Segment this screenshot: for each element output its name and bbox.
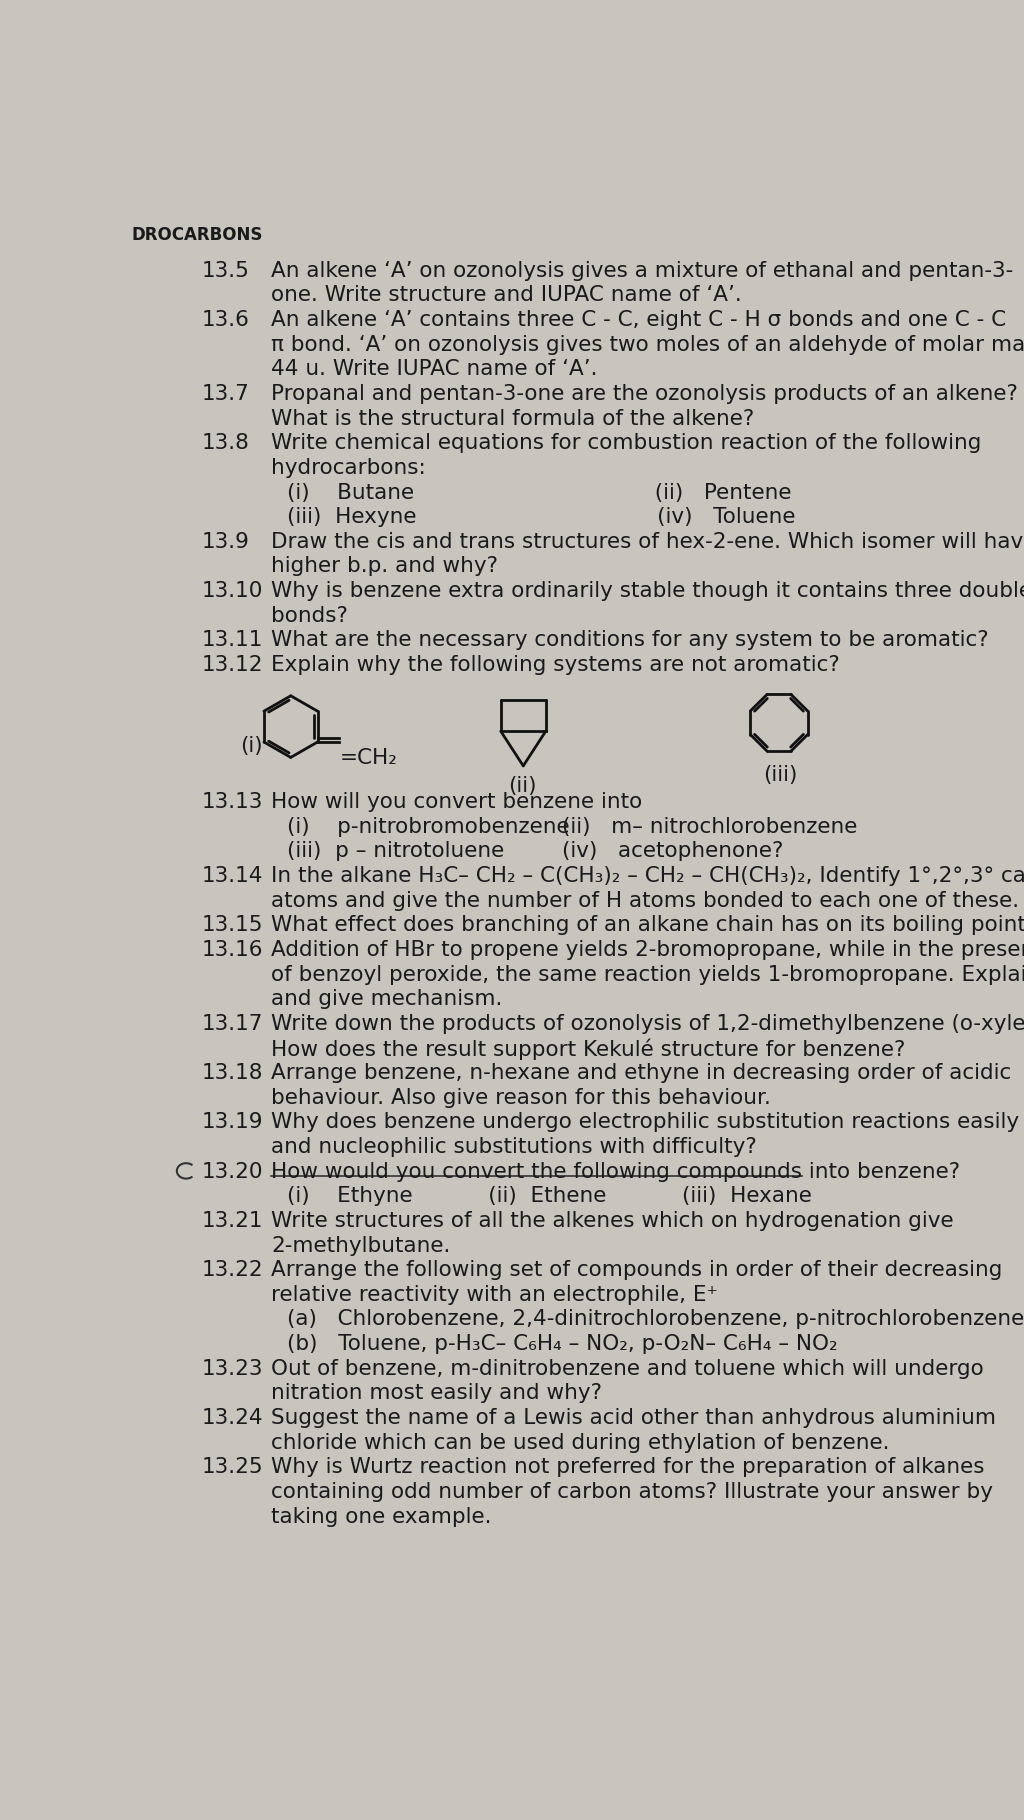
Text: 13.13: 13.13	[202, 792, 263, 812]
Text: (ii)   m– nitrochlorobenzene: (ii) m– nitrochlorobenzene	[562, 817, 857, 837]
Text: 13.18: 13.18	[202, 1063, 263, 1083]
Text: Why is Wurtz reaction not preferred for the preparation of alkanes: Why is Wurtz reaction not preferred for …	[271, 1458, 985, 1478]
Text: 13.5: 13.5	[202, 260, 250, 280]
Text: 13.20: 13.20	[202, 1161, 263, 1181]
Text: 13.17: 13.17	[202, 1014, 263, 1034]
Text: (ii): (ii)	[508, 775, 537, 795]
Text: chloride which can be used during ethylation of benzene.: chloride which can be used during ethyla…	[271, 1432, 890, 1452]
Text: behaviour. Also give reason for this behaviour.: behaviour. Also give reason for this beh…	[271, 1088, 771, 1108]
Text: An alkene ‘A’ on ozonolysis gives a mixture of ethanal and pentan-3-: An alkene ‘A’ on ozonolysis gives a mixt…	[271, 260, 1014, 280]
Text: (i)    Ethyne           (ii)  Ethene           (iii)  Hexane: (i) Ethyne (ii) Ethene (iii) Hexane	[287, 1187, 812, 1207]
Text: (i)    Butane                                   (ii)   Pentene: (i) Butane (ii) Pentene	[287, 482, 792, 502]
Text: higher b.p. and why?: higher b.p. and why?	[271, 557, 499, 577]
Text: atoms and give the number of H atoms bonded to each one of these.: atoms and give the number of H atoms bon…	[271, 890, 1020, 910]
Text: (a)   Chlorobenzene, 2,4-dinitrochlorobenzene, p-nitrochlorobenzene: (a) Chlorobenzene, 2,4-dinitrochlorobenz…	[287, 1310, 1024, 1329]
Text: 13.8: 13.8	[202, 433, 250, 453]
Text: and give mechanism.: and give mechanism.	[271, 990, 503, 1008]
Text: Arrange benzene, n-hexane and ethyne in decreasing order of acidic: Arrange benzene, n-hexane and ethyne in …	[271, 1063, 1012, 1083]
Text: 13.24: 13.24	[202, 1409, 263, 1429]
Text: What is the structural formula of the alkene?: What is the structural formula of the al…	[271, 410, 755, 428]
Text: What effect does branching of an alkane chain has on its boiling point?: What effect does branching of an alkane …	[271, 915, 1024, 935]
Text: (iii)  p – nitrotoluene: (iii) p – nitrotoluene	[287, 841, 504, 861]
Text: Suggest the name of a Lewis acid other than anhydrous aluminium: Suggest the name of a Lewis acid other t…	[271, 1409, 996, 1429]
Text: 13.9: 13.9	[202, 531, 250, 551]
Text: and nucleophilic substitutions with difficulty?: and nucleophilic substitutions with diff…	[271, 1138, 757, 1158]
Text: How would you convert the following compounds into benzene?: How would you convert the following comp…	[271, 1161, 961, 1181]
Text: 13.10: 13.10	[202, 581, 263, 601]
Text: 13.16: 13.16	[202, 939, 263, 959]
Text: Why is benzene extra ordinarily stable though it contains three double: Why is benzene extra ordinarily stable t…	[271, 581, 1024, 601]
Text: How will you convert benzene into: How will you convert benzene into	[271, 792, 643, 812]
Text: (i): (i)	[241, 735, 263, 755]
Text: 13.12: 13.12	[202, 655, 263, 675]
Text: relative reactivity with an electrophile, E⁺: relative reactivity with an electrophile…	[271, 1285, 718, 1305]
Text: (iii)  Hexyne                                   (iv)   Toluene: (iii) Hexyne (iv) Toluene	[287, 508, 796, 528]
Text: Write chemical equations for combustion reaction of the following: Write chemical equations for combustion …	[271, 433, 982, 453]
Text: 13.14: 13.14	[202, 866, 263, 886]
Text: Write structures of all the alkenes which on hydrogenation give: Write structures of all the alkenes whic…	[271, 1210, 954, 1230]
Text: An alkene ‘A’ contains three C - C, eight C - H σ bonds and one C - C: An alkene ‘A’ contains three C - C, eigh…	[271, 309, 1007, 329]
Text: 13.7: 13.7	[202, 384, 250, 404]
Text: 44 u. Write IUPAC name of ‘A’.: 44 u. Write IUPAC name of ‘A’.	[271, 359, 598, 379]
Text: 13.15: 13.15	[202, 915, 263, 935]
Text: Arrange the following set of compounds in order of their decreasing: Arrange the following set of compounds i…	[271, 1259, 1002, 1279]
Text: Write down the products of ozonolysis of 1,2-dimethylbenzene (o-xylene).: Write down the products of ozonolysis of…	[271, 1014, 1024, 1034]
Text: taking one example.: taking one example.	[271, 1507, 492, 1527]
Text: In the alkane H₃C– CH₂ – C(CH₃)₂ – CH₂ – CH(CH₃)₂, Identify 1°,2°,3° carbon: In the alkane H₃C– CH₂ – C(CH₃)₂ – CH₂ –…	[271, 866, 1024, 886]
Text: 13.6: 13.6	[202, 309, 250, 329]
Text: 13.25: 13.25	[202, 1458, 263, 1478]
Text: one. Write structure and IUPAC name of ‘A’.: one. Write structure and IUPAC name of ‘…	[271, 286, 742, 306]
Text: containing odd number of carbon atoms? Illustrate your answer by: containing odd number of carbon atoms? I…	[271, 1481, 993, 1501]
Text: nitration most easily and why?: nitration most easily and why?	[271, 1383, 602, 1403]
Text: What are the necessary conditions for any system to be aromatic?: What are the necessary conditions for an…	[271, 630, 989, 650]
Text: Explain why the following systems are not aromatic?: Explain why the following systems are no…	[271, 655, 840, 675]
Text: Propanal and pentan-3-one are the ozonolysis products of an alkene?: Propanal and pentan-3-one are the ozonol…	[271, 384, 1018, 404]
Text: (i)    p-nitrobromobenzene: (i) p-nitrobromobenzene	[287, 817, 569, 837]
Text: 13.23: 13.23	[202, 1360, 263, 1380]
Text: bonds?: bonds?	[271, 606, 348, 626]
Text: Addition of HBr to propene yields 2-bromopropane, while in the presence: Addition of HBr to propene yields 2-brom…	[271, 939, 1024, 959]
Text: (iv)   acetophenone?: (iv) acetophenone?	[562, 841, 783, 861]
Text: π bond. ‘A’ on ozonolysis gives two moles of an aldehyde of molar mass: π bond. ‘A’ on ozonolysis gives two mole…	[271, 335, 1024, 355]
Text: 13.19: 13.19	[202, 1112, 263, 1132]
Text: Out of benzene, m-dinitrobenzene and toluene which will undergo: Out of benzene, m-dinitrobenzene and tol…	[271, 1360, 984, 1380]
Text: 13.11: 13.11	[202, 630, 263, 650]
Text: of benzoyl peroxide, the same reaction yields 1-bromopropane. Explain: of benzoyl peroxide, the same reaction y…	[271, 965, 1024, 985]
Text: hydrocarbons:: hydrocarbons:	[271, 459, 426, 479]
Text: (iii): (iii)	[764, 764, 798, 784]
Text: 13.21: 13.21	[202, 1210, 263, 1230]
Text: DROCARBONS: DROCARBONS	[131, 226, 262, 244]
Text: Draw the cis and trans structures of hex-2-ene. Which isomer will have: Draw the cis and trans structures of hex…	[271, 531, 1024, 551]
Text: 13.22: 13.22	[202, 1259, 263, 1279]
Text: (b)   Toluene, p-H₃C– C₆H₄ – NO₂, p-O₂N– C₆H₄ – NO₂: (b) Toluene, p-H₃C– C₆H₄ – NO₂, p-O₂N– C…	[287, 1334, 838, 1354]
Text: =CH₂: =CH₂	[340, 748, 398, 768]
Text: 2-methylbutane.: 2-methylbutane.	[271, 1236, 451, 1256]
Text: How does the result support Kekulé structure for benzene?: How does the result support Kekulé struc…	[271, 1039, 906, 1059]
Text: Why does benzene undergo electrophilic substitution reactions easily: Why does benzene undergo electrophilic s…	[271, 1112, 1020, 1132]
